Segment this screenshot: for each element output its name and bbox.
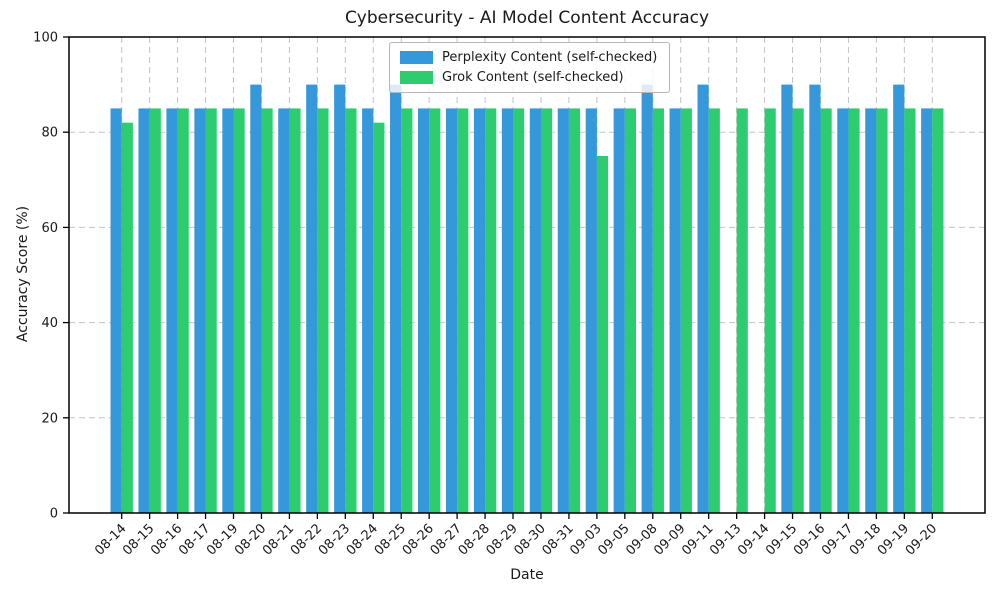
x-axis-label: Date	[510, 567, 544, 583]
bar	[837, 108, 849, 514]
bar	[708, 108, 720, 514]
bar	[540, 108, 553, 514]
y-tick-label: 100	[33, 31, 58, 46]
bar	[345, 108, 357, 514]
bar	[278, 108, 290, 514]
bar	[177, 108, 189, 514]
bar	[736, 108, 748, 514]
bar	[585, 108, 597, 514]
bar	[596, 156, 609, 513]
bar	[501, 108, 514, 514]
bar	[557, 108, 569, 514]
legend-swatch-icon	[400, 71, 433, 84]
legend-entry-1: Grok Content (self-checked)	[400, 70, 657, 85]
bar	[233, 108, 245, 514]
bar	[809, 84, 821, 513]
bar	[289, 108, 301, 514]
bar	[445, 108, 458, 514]
legend-label: Grok Content (self-checked)	[442, 70, 624, 85]
y-tick-label: 40	[41, 316, 58, 331]
y-axis-ticks: 0 20 40 60 80 100	[33, 31, 69, 522]
bar	[669, 108, 681, 514]
bar	[781, 84, 793, 513]
bar	[317, 108, 329, 514]
bars-series-0	[110, 84, 933, 514]
y-axis-label: Accuracy Score (%)	[15, 205, 31, 343]
bar	[261, 108, 273, 514]
bar	[697, 84, 709, 513]
bars-series-1	[121, 108, 944, 514]
bar	[529, 108, 541, 514]
bar	[166, 108, 178, 514]
bar	[401, 108, 413, 514]
bar	[149, 108, 161, 514]
bar	[921, 108, 933, 514]
bar	[513, 108, 525, 514]
bar	[485, 108, 497, 514]
bar	[429, 108, 441, 514]
bar	[362, 108, 374, 514]
bar	[417, 108, 430, 514]
x-axis-ticks: 08-1408-1508-1608-1708-1908-2008-2108-22…	[92, 513, 940, 559]
bar	[904, 108, 916, 514]
bar	[893, 84, 905, 513]
bar	[457, 108, 469, 514]
x-tick-label: 09-20	[903, 521, 940, 558]
bar	[652, 108, 664, 514]
bar	[138, 108, 150, 514]
bar	[764, 108, 776, 514]
bar	[865, 108, 877, 514]
bar	[194, 108, 206, 514]
bar	[680, 108, 692, 514]
bar	[641, 84, 653, 513]
legend-label: Perplexity Content (self-checked)	[442, 50, 658, 65]
y-tick-label: 20	[41, 411, 58, 426]
bar	[222, 108, 234, 514]
bar	[624, 108, 637, 514]
bar	[613, 108, 625, 514]
bar	[473, 108, 486, 514]
bar	[121, 122, 133, 514]
bar	[848, 108, 860, 514]
bar	[820, 108, 832, 514]
legend-entry-0: Perplexity Content (self-checked)	[400, 50, 657, 65]
bar	[205, 108, 217, 514]
plot-border	[68, 36, 986, 514]
bar	[876, 108, 888, 514]
chart-title: Cybersecurity - AI Model Content Accurac…	[344, 8, 710, 28]
bar	[568, 108, 581, 514]
bar	[932, 108, 944, 514]
bar	[334, 84, 346, 513]
y-tick-label: 80	[41, 126, 58, 141]
chart-legend: Perplexity Content (self-checked) Grok Co…	[389, 42, 671, 93]
bar	[306, 84, 318, 513]
bar	[390, 84, 402, 513]
bar	[792, 108, 804, 514]
bar	[110, 108, 122, 514]
bar	[373, 122, 385, 514]
legend-swatch-icon	[400, 51, 433, 64]
gridlines	[69, 37, 985, 513]
bar	[250, 84, 262, 513]
y-tick-label: 60	[41, 221, 58, 236]
y-tick-label: 0	[50, 507, 58, 522]
